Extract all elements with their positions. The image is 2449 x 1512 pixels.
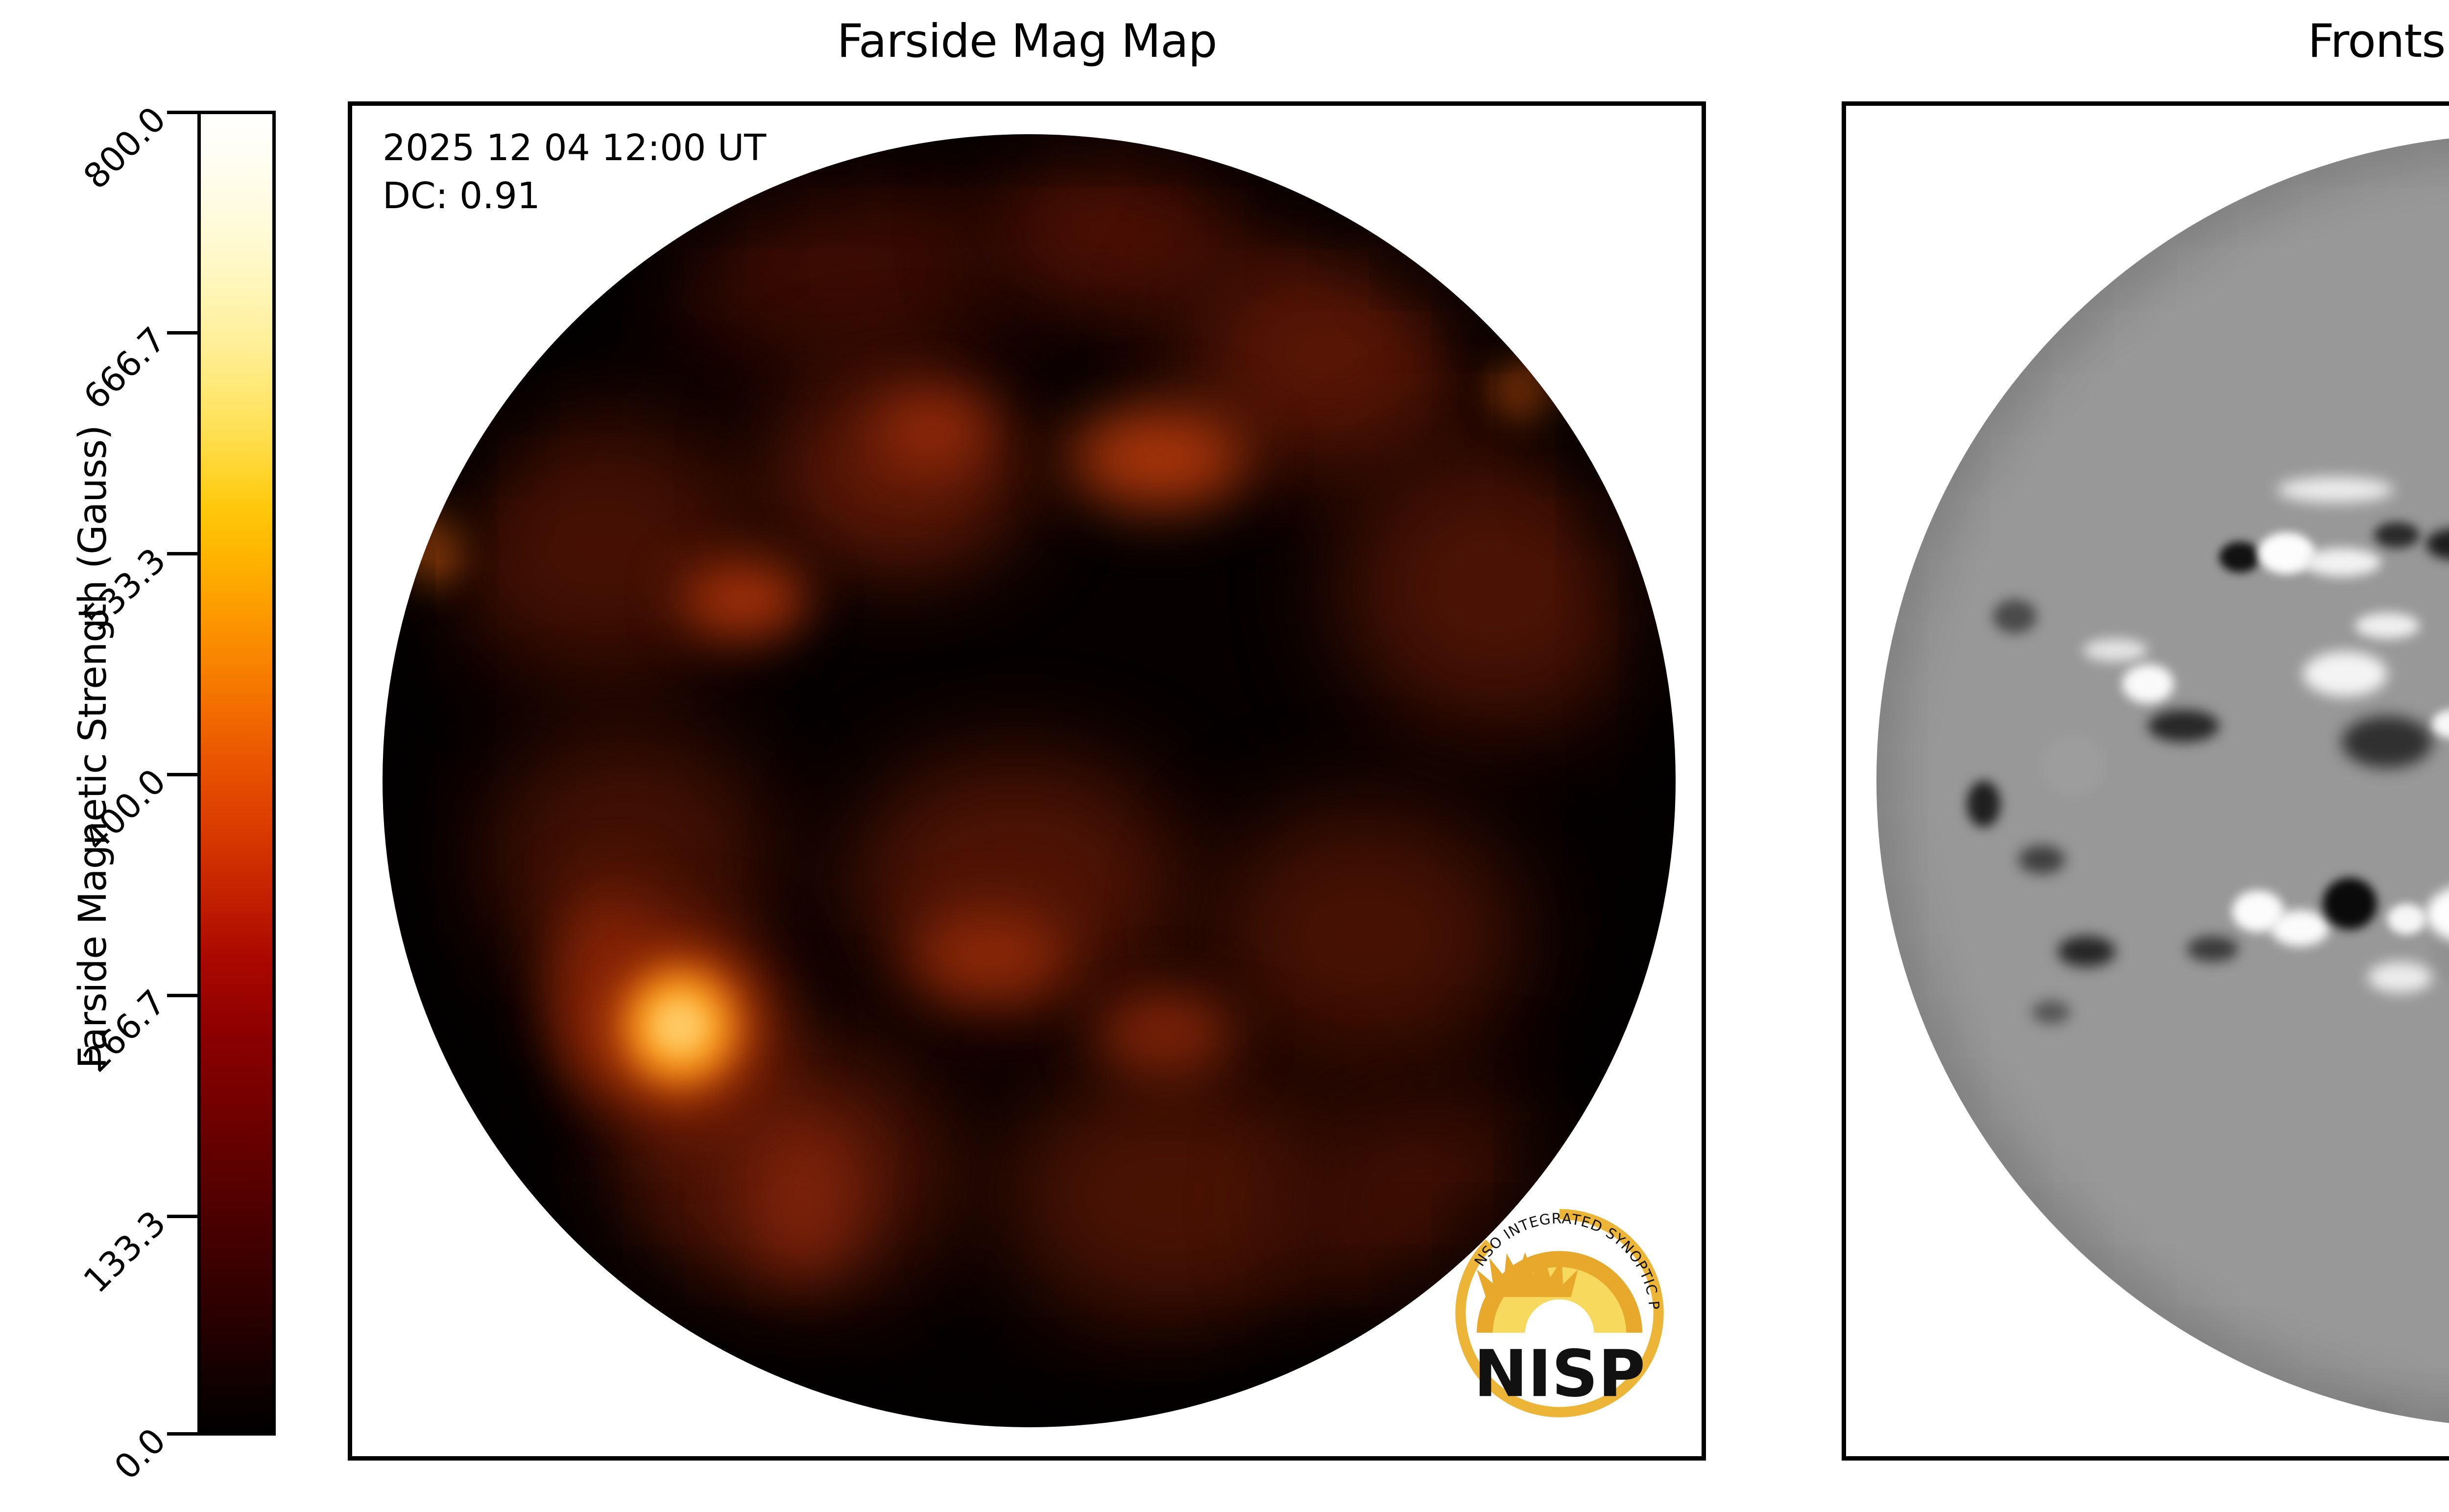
farside-feature bbox=[1339, 444, 1650, 729]
svg-text:NISP: NISP bbox=[1474, 1337, 1645, 1412]
farside-feature bbox=[1494, 354, 1560, 419]
frontside-active-region bbox=[2186, 936, 2239, 962]
frontside-active-region bbox=[2277, 477, 2394, 503]
frontside-active-region bbox=[2271, 910, 2329, 946]
frontside-active-region bbox=[2368, 961, 2433, 993]
colorbar[interactable]: 800.0 666.7 533.3 400.0 266.7 133.3 0.0 bbox=[75, 99, 276, 1488]
frontside-map-panel[interactable]: NISP NSO INTEGRATED SYNOPTIC PROGRAM bbox=[1842, 101, 2449, 1461]
frontside-active-region bbox=[1993, 600, 2037, 634]
frontside-active-region bbox=[2387, 903, 2426, 935]
farside-feature bbox=[912, 910, 1068, 1001]
farside-feature bbox=[395, 509, 460, 587]
frontside-active-region bbox=[2342, 716, 2433, 768]
colorbar-gradient bbox=[197, 111, 276, 1436]
colorbar-tick bbox=[167, 1215, 197, 1218]
frontside-active-region bbox=[2354, 612, 2420, 639]
farside-feature bbox=[1210, 806, 1521, 1065]
frontside-solar-disk bbox=[1876, 134, 2449, 1427]
colorbar-tick bbox=[167, 552, 197, 555]
colorbar-tick bbox=[167, 773, 197, 776]
farside-feature bbox=[1068, 406, 1249, 509]
colorbar-tick bbox=[167, 1432, 197, 1436]
page-title-frontside: Frontside Mag Map bbox=[2307, 15, 2449, 68]
farside-map-panel[interactable]: 2025 12 04 12:00 UT DC: 0.91 NISP NSO IN… bbox=[348, 101, 1706, 1461]
farside-feature bbox=[744, 1117, 861, 1272]
colorbar-tick-label: 0.0 bbox=[106, 1420, 173, 1488]
frontside-active-region bbox=[2018, 845, 2065, 874]
frontside-active-region bbox=[2031, 1000, 2070, 1024]
page-title-farside: Farside Mag Map bbox=[837, 15, 1218, 68]
frontside-active-region bbox=[2322, 878, 2377, 930]
frontside-active-region bbox=[2148, 709, 2219, 742]
farside-timestamp-annotation: 2025 12 04 12:00 UT DC: 0.91 bbox=[383, 127, 767, 217]
farside-feature bbox=[990, 134, 1249, 315]
farside-feature bbox=[874, 393, 990, 471]
farside-feature bbox=[1003, 1065, 1340, 1324]
frontside-active-region bbox=[2374, 522, 2420, 548]
colorbar-tick bbox=[167, 331, 197, 335]
farside-feature bbox=[1094, 987, 1236, 1079]
frontside-active-region bbox=[2122, 664, 2174, 703]
frontside-active-region bbox=[2083, 638, 2148, 662]
frontside-active-region bbox=[2303, 548, 2381, 576]
farside-feature bbox=[667, 160, 1004, 367]
frontside-active-region bbox=[1967, 781, 2001, 828]
farside-feature bbox=[680, 561, 810, 639]
frontside-active-region bbox=[2303, 651, 2387, 697]
farside-feature bbox=[447, 418, 758, 677]
colorbar-axis-label: Farside Magnetic Strength (Gauss) bbox=[71, 425, 115, 1069]
colorbar-tick bbox=[167, 111, 197, 114]
frontside-active-region bbox=[2057, 936, 2116, 967]
frontside-supergranulation bbox=[1876, 134, 2449, 1427]
frontside-active-region bbox=[2219, 541, 2261, 573]
nisp-logo-icon: NISP NSO INTEGRATED SYNOPTIC PROGRAM bbox=[1444, 1198, 1664, 1417]
colorbar-tick bbox=[167, 994, 197, 997]
farside-feature-primary bbox=[654, 1000, 706, 1053]
